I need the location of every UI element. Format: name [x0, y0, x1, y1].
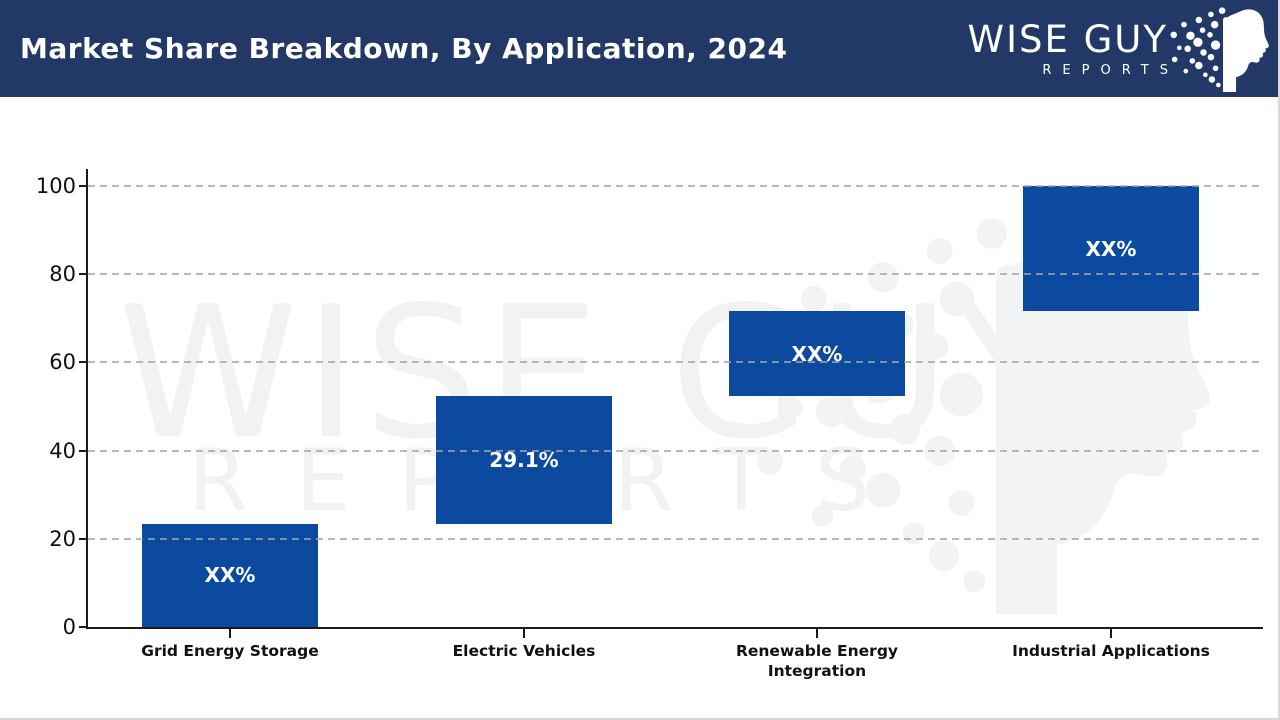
y-tick-label: 60	[49, 350, 76, 375]
logo-wordmark: WISE GUY	[967, 17, 1168, 61]
gridline	[88, 537, 1263, 540]
y-tick	[79, 449, 87, 452]
bar-value-label: 29.1%	[489, 447, 559, 472]
gridline	[88, 273, 1263, 276]
x-category-label-electric-vehicles: Electric Vehicles	[452, 642, 596, 660]
bar-value-label: XX%	[791, 341, 843, 366]
x-tick	[229, 629, 231, 638]
bar-value-label: XX%	[1085, 236, 1137, 261]
y-tick-label: 20	[49, 526, 76, 551]
y-tick	[79, 626, 87, 628]
brand-logo: WISE GUY REPORTS	[968, 6, 1270, 92]
bar-renewable-energy-integration	[729, 311, 905, 396]
x-category-label-grid-energy-storage: Grid Energy Storage	[141, 642, 319, 660]
logo-subtext: REPORTS	[1042, 62, 1179, 78]
gridline	[88, 185, 1263, 187]
logo-face-icon	[1170, 6, 1269, 92]
gridline	[88, 361, 1263, 364]
x-category-label-renewable-energy-integration: Renewable Energy Integration	[735, 642, 899, 680]
y-tick-label: 80	[49, 262, 76, 287]
bar-grid-energy-storage	[142, 523, 318, 627]
y-axis-line	[86, 169, 88, 629]
x-category-label-industrial-applications: Industrial Applications	[1012, 642, 1210, 660]
bar-value-label: XX%	[204, 563, 256, 588]
y-tick-label: 0	[62, 615, 76, 639]
x-tick	[816, 629, 818, 638]
header-bar: Market Share Breakdown, By Application, …	[0, 0, 1278, 97]
bar-industrial-applications	[1023, 186, 1199, 312]
x-tick	[1110, 629, 1112, 638]
x-tick	[523, 629, 525, 638]
y-tick	[79, 361, 87, 364]
y-tick-label: 40	[49, 438, 76, 463]
y-tick	[79, 537, 87, 540]
y-tick	[79, 185, 87, 187]
gridline	[88, 449, 1263, 452]
y-tick-label: 100	[35, 174, 76, 198]
page-title: Market Share Breakdown, By Application, …	[20, 32, 788, 65]
x-axis-line	[86, 627, 1263, 629]
bar-electric-vehicles	[436, 395, 612, 524]
y-tick	[79, 273, 87, 276]
